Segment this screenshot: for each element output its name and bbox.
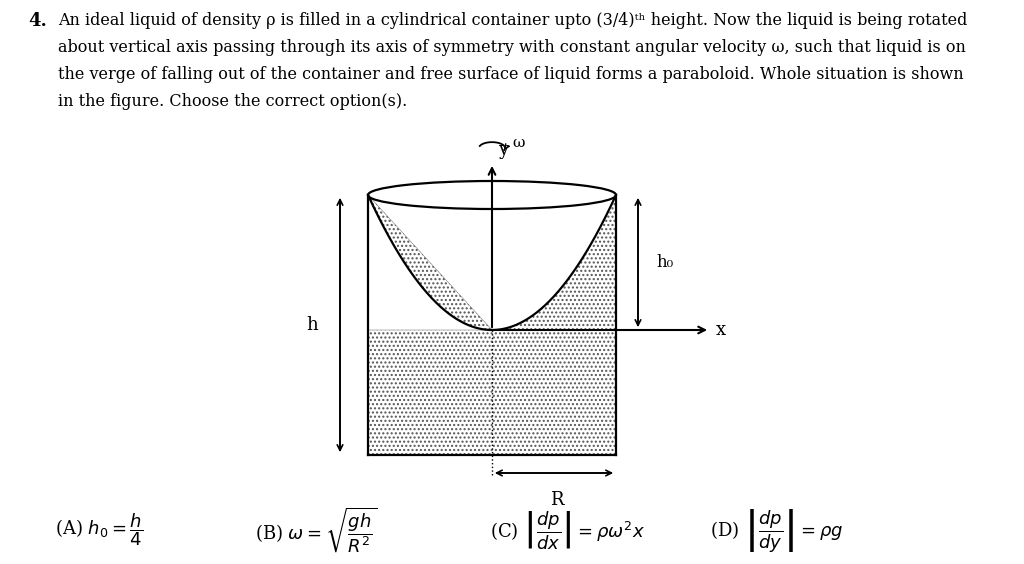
Text: in the figure. Choose the correct option(s).: in the figure. Choose the correct option…: [58, 93, 408, 110]
Text: (C) $\left|\dfrac{dp}{dx}\right| = \rho\omega^2 x$: (C) $\left|\dfrac{dp}{dx}\right| = \rho\…: [490, 509, 645, 551]
Polygon shape: [492, 195, 616, 330]
Text: An ideal liquid of density ρ is filled in a cylindrical container upto (3/4)ᵗʰ h: An ideal liquid of density ρ is filled i…: [58, 12, 968, 29]
Polygon shape: [368, 330, 616, 455]
Text: R: R: [550, 491, 564, 509]
Text: h₀: h₀: [656, 254, 673, 271]
Text: ω: ω: [512, 136, 524, 150]
Text: h: h: [306, 316, 318, 334]
Text: (A) $h_0 = \dfrac{h}{4}$: (A) $h_0 = \dfrac{h}{4}$: [55, 512, 143, 548]
Polygon shape: [368, 195, 492, 330]
Text: y: y: [498, 141, 508, 159]
Text: x: x: [716, 321, 726, 339]
Text: (B) $\omega = \sqrt{\dfrac{gh}{R^2}}$: (B) $\omega = \sqrt{\dfrac{gh}{R^2}}$: [255, 505, 377, 555]
Text: the verge of falling out of the container and free surface of liquid forms a par: the verge of falling out of the containe…: [58, 66, 964, 83]
Text: (D) $\left|\dfrac{dp}{dy}\right| = \rho g$: (D) $\left|\dfrac{dp}{dy}\right| = \rho …: [710, 506, 844, 553]
Text: about vertical axis passing through its axis of symmetry with constant angular v: about vertical axis passing through its …: [58, 39, 966, 56]
Text: 4.: 4.: [28, 12, 47, 30]
